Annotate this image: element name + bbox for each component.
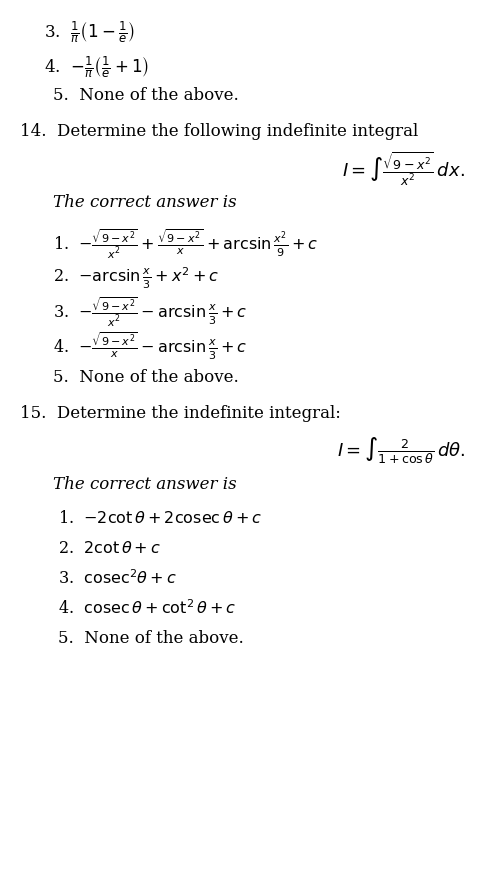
Text: 15.  Determine the indefinite integral:: 15. Determine the indefinite integral: — [19, 405, 340, 422]
Text: 3.  $-\frac{\sqrt{9-x^2}}{x^2} - \arcsin\frac{x}{3} + c$: 3. $-\frac{\sqrt{9-x^2}}{x^2} - \arcsin\… — [53, 296, 248, 329]
Text: $I = \int \frac{2}{1 + \cos\theta}\,d\theta.$: $I = \int \frac{2}{1 + \cos\theta}\,d\th… — [337, 435, 465, 465]
Text: 5.  None of the above.: 5. None of the above. — [53, 87, 239, 105]
Text: 5.  None of the above.: 5. None of the above. — [53, 369, 239, 386]
Text: 2.  $- \arcsin\frac{x}{3} + x^2 + c$: 2. $- \arcsin\frac{x}{3} + x^2 + c$ — [53, 265, 220, 291]
Text: 14.  Determine the following indefinite integral: 14. Determine the following indefinite i… — [19, 123, 418, 141]
Text: $I = \int \frac{\sqrt{9 - x^2}}{x^2}\, dx.$: $I = \int \frac{\sqrt{9 - x^2}}{x^2}\, d… — [342, 150, 465, 188]
Text: 2.  $2\cot\theta + c$: 2. $2\cot\theta + c$ — [58, 540, 161, 557]
Text: The correct answer is: The correct answer is — [53, 195, 237, 211]
Text: 4.  $-\frac{\sqrt{9-x^2}}{x} - \arcsin\frac{x}{3} + c$: 4. $-\frac{\sqrt{9-x^2}}{x} - \arcsin\fr… — [53, 331, 248, 362]
Text: 3.  $\mathrm{cosec}^2\theta + c$: 3. $\mathrm{cosec}^2\theta + c$ — [58, 569, 177, 588]
Text: 5.  None of the above.: 5. None of the above. — [58, 630, 244, 647]
Text: 4.  $\mathrm{cosec}\,\theta + \cot^2\theta + c$: 4. $\mathrm{cosec}\,\theta + \cot^2\thet… — [58, 599, 236, 618]
Text: 1.  $-\frac{\sqrt{9-x^2}}{x^2} + \frac{\sqrt{9-x^2}}{x} + \arcsin\frac{x^2}{9} +: 1. $-\frac{\sqrt{9-x^2}}{x^2} + \frac{\s… — [53, 227, 318, 261]
Text: 4.  $-\frac{1}{\pi}\left(\frac{1}{e} + 1\right)$: 4. $-\frac{1}{\pi}\left(\frac{1}{e} + 1\… — [43, 54, 149, 79]
Text: 1.  $-2\cot\theta + 2\mathrm{cosec}\,\theta + c$: 1. $-2\cot\theta + 2\mathrm{cosec}\,\the… — [58, 510, 262, 527]
Text: The correct answer is: The correct answer is — [53, 476, 237, 493]
Text: 3.  $\frac{1}{\pi}\left(1 - \frac{1}{e}\right)$: 3. $\frac{1}{\pi}\left(1 - \frac{1}{e}\r… — [43, 20, 135, 45]
